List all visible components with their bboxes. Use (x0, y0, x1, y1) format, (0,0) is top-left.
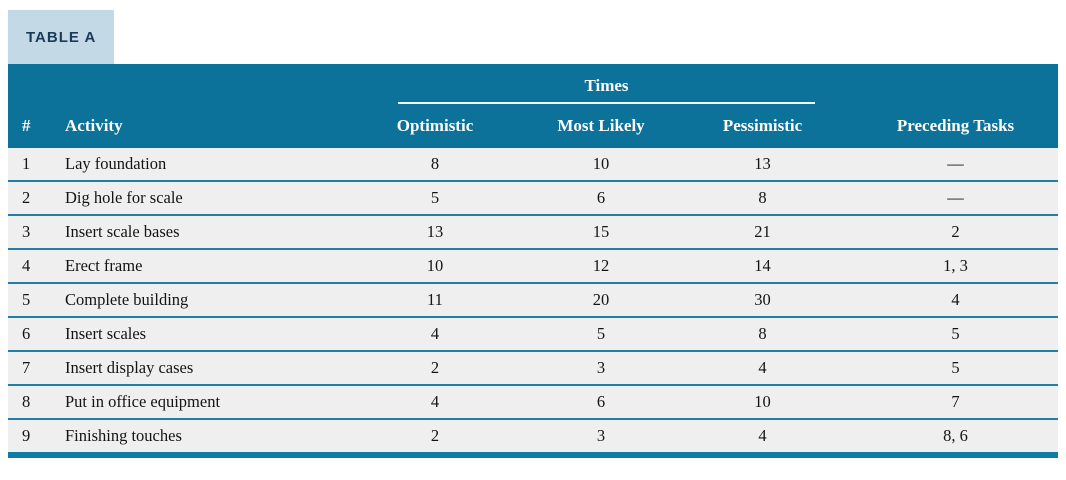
cell-most-likely: 12 (530, 249, 672, 284)
cell-pessimistic: 21 (672, 215, 854, 250)
cell-number: 3 (8, 215, 57, 250)
cell-number: 8 (8, 385, 57, 420)
table-row: 5 Complete building 11 20 30 4 (8, 283, 1059, 318)
cell-preceding: 5 (853, 351, 1059, 386)
cell-optimistic: 2 (340, 419, 530, 458)
cell-number: 7 (8, 351, 57, 386)
table-label: TABLE A (8, 10, 115, 64)
cell-most-likely: 3 (530, 419, 672, 458)
times-group-header-cell: Times (340, 64, 854, 104)
table-row: 7 Insert display cases 2 3 4 5 (8, 351, 1059, 386)
cell-preceding: 2 (853, 215, 1059, 250)
column-header-preceding-tasks: Preceding Tasks (853, 104, 1059, 148)
group-header-spacer-left (8, 64, 340, 104)
column-header-number: # (8, 104, 57, 148)
cell-preceding: 1, 3 (853, 249, 1059, 284)
times-group-header: Times (398, 76, 816, 104)
cell-optimistic: 4 (340, 317, 530, 352)
column-header-activity: Activity (57, 104, 340, 148)
table-row: 6 Insert scales 4 5 8 5 (8, 317, 1059, 352)
cell-most-likely: 20 (530, 283, 672, 318)
cell-preceding: — (853, 181, 1059, 216)
cell-pessimistic: 4 (672, 351, 854, 386)
cell-optimistic: 4 (340, 385, 530, 420)
table-header: Times # Activity Optimistic Most Likely … (8, 64, 1059, 148)
cell-optimistic: 2 (340, 351, 530, 386)
cell-pessimistic: 8 (672, 181, 854, 216)
column-header-row: # Activity Optimistic Most Likely Pessim… (8, 104, 1059, 148)
cell-activity: Dig hole for scale (57, 181, 340, 216)
cell-preceding: 4 (853, 283, 1059, 318)
cell-most-likely: 6 (530, 181, 672, 216)
cell-preceding: 5 (853, 317, 1059, 352)
cell-preceding: 7 (853, 385, 1059, 420)
cell-activity: Complete building (57, 283, 340, 318)
cell-preceding: — (853, 148, 1059, 182)
cell-preceding: 8, 6 (853, 419, 1059, 458)
cell-activity: Insert scale bases (57, 215, 340, 250)
cell-most-likely: 6 (530, 385, 672, 420)
cell-activity: Put in office equipment (57, 385, 340, 420)
cell-number: 6 (8, 317, 57, 352)
cell-most-likely: 5 (530, 317, 672, 352)
activities-table: Times # Activity Optimistic Most Likely … (8, 64, 1059, 458)
cell-most-likely: 10 (530, 148, 672, 182)
cell-pessimistic: 14 (672, 249, 854, 284)
cell-activity: Lay foundation (57, 148, 340, 182)
cell-optimistic: 11 (340, 283, 530, 318)
cell-optimistic: 8 (340, 148, 530, 182)
cell-optimistic: 5 (340, 181, 530, 216)
column-header-optimistic: Optimistic (340, 104, 530, 148)
cell-activity: Insert scales (57, 317, 340, 352)
table-row: 1 Lay foundation 8 10 13 — (8, 148, 1059, 182)
cell-optimistic: 13 (340, 215, 530, 250)
cell-number: 9 (8, 419, 57, 458)
cell-pessimistic: 13 (672, 148, 854, 182)
cell-pessimistic: 4 (672, 419, 854, 458)
cell-most-likely: 3 (530, 351, 672, 386)
table-body: 1 Lay foundation 8 10 13 — 2 Dig hole fo… (8, 148, 1059, 458)
cell-activity: Erect frame (57, 249, 340, 284)
cell-pessimistic: 30 (672, 283, 854, 318)
table-row: 4 Erect frame 10 12 14 1, 3 (8, 249, 1059, 284)
table-row: 2 Dig hole for scale 5 6 8 — (8, 181, 1059, 216)
cell-activity: Finishing touches (57, 419, 340, 458)
column-header-pessimistic: Pessimistic (672, 104, 854, 148)
table-row: 8 Put in office equipment 4 6 10 7 (8, 385, 1059, 420)
cell-number: 2 (8, 181, 57, 216)
cell-number: 5 (8, 283, 57, 318)
cell-pessimistic: 10 (672, 385, 854, 420)
cell-pessimistic: 8 (672, 317, 854, 352)
group-header-row: Times (8, 64, 1059, 104)
table-row: 3 Insert scale bases 13 15 21 2 (8, 215, 1059, 250)
column-header-most-likely: Most Likely (530, 104, 672, 148)
cell-most-likely: 15 (530, 215, 672, 250)
cell-number: 1 (8, 148, 57, 182)
group-header-spacer-right (853, 64, 1059, 104)
cell-optimistic: 10 (340, 249, 530, 284)
table-row: 9 Finishing touches 2 3 4 8, 6 (8, 419, 1059, 458)
cell-activity: Insert display cases (57, 351, 340, 386)
cell-number: 4 (8, 249, 57, 284)
